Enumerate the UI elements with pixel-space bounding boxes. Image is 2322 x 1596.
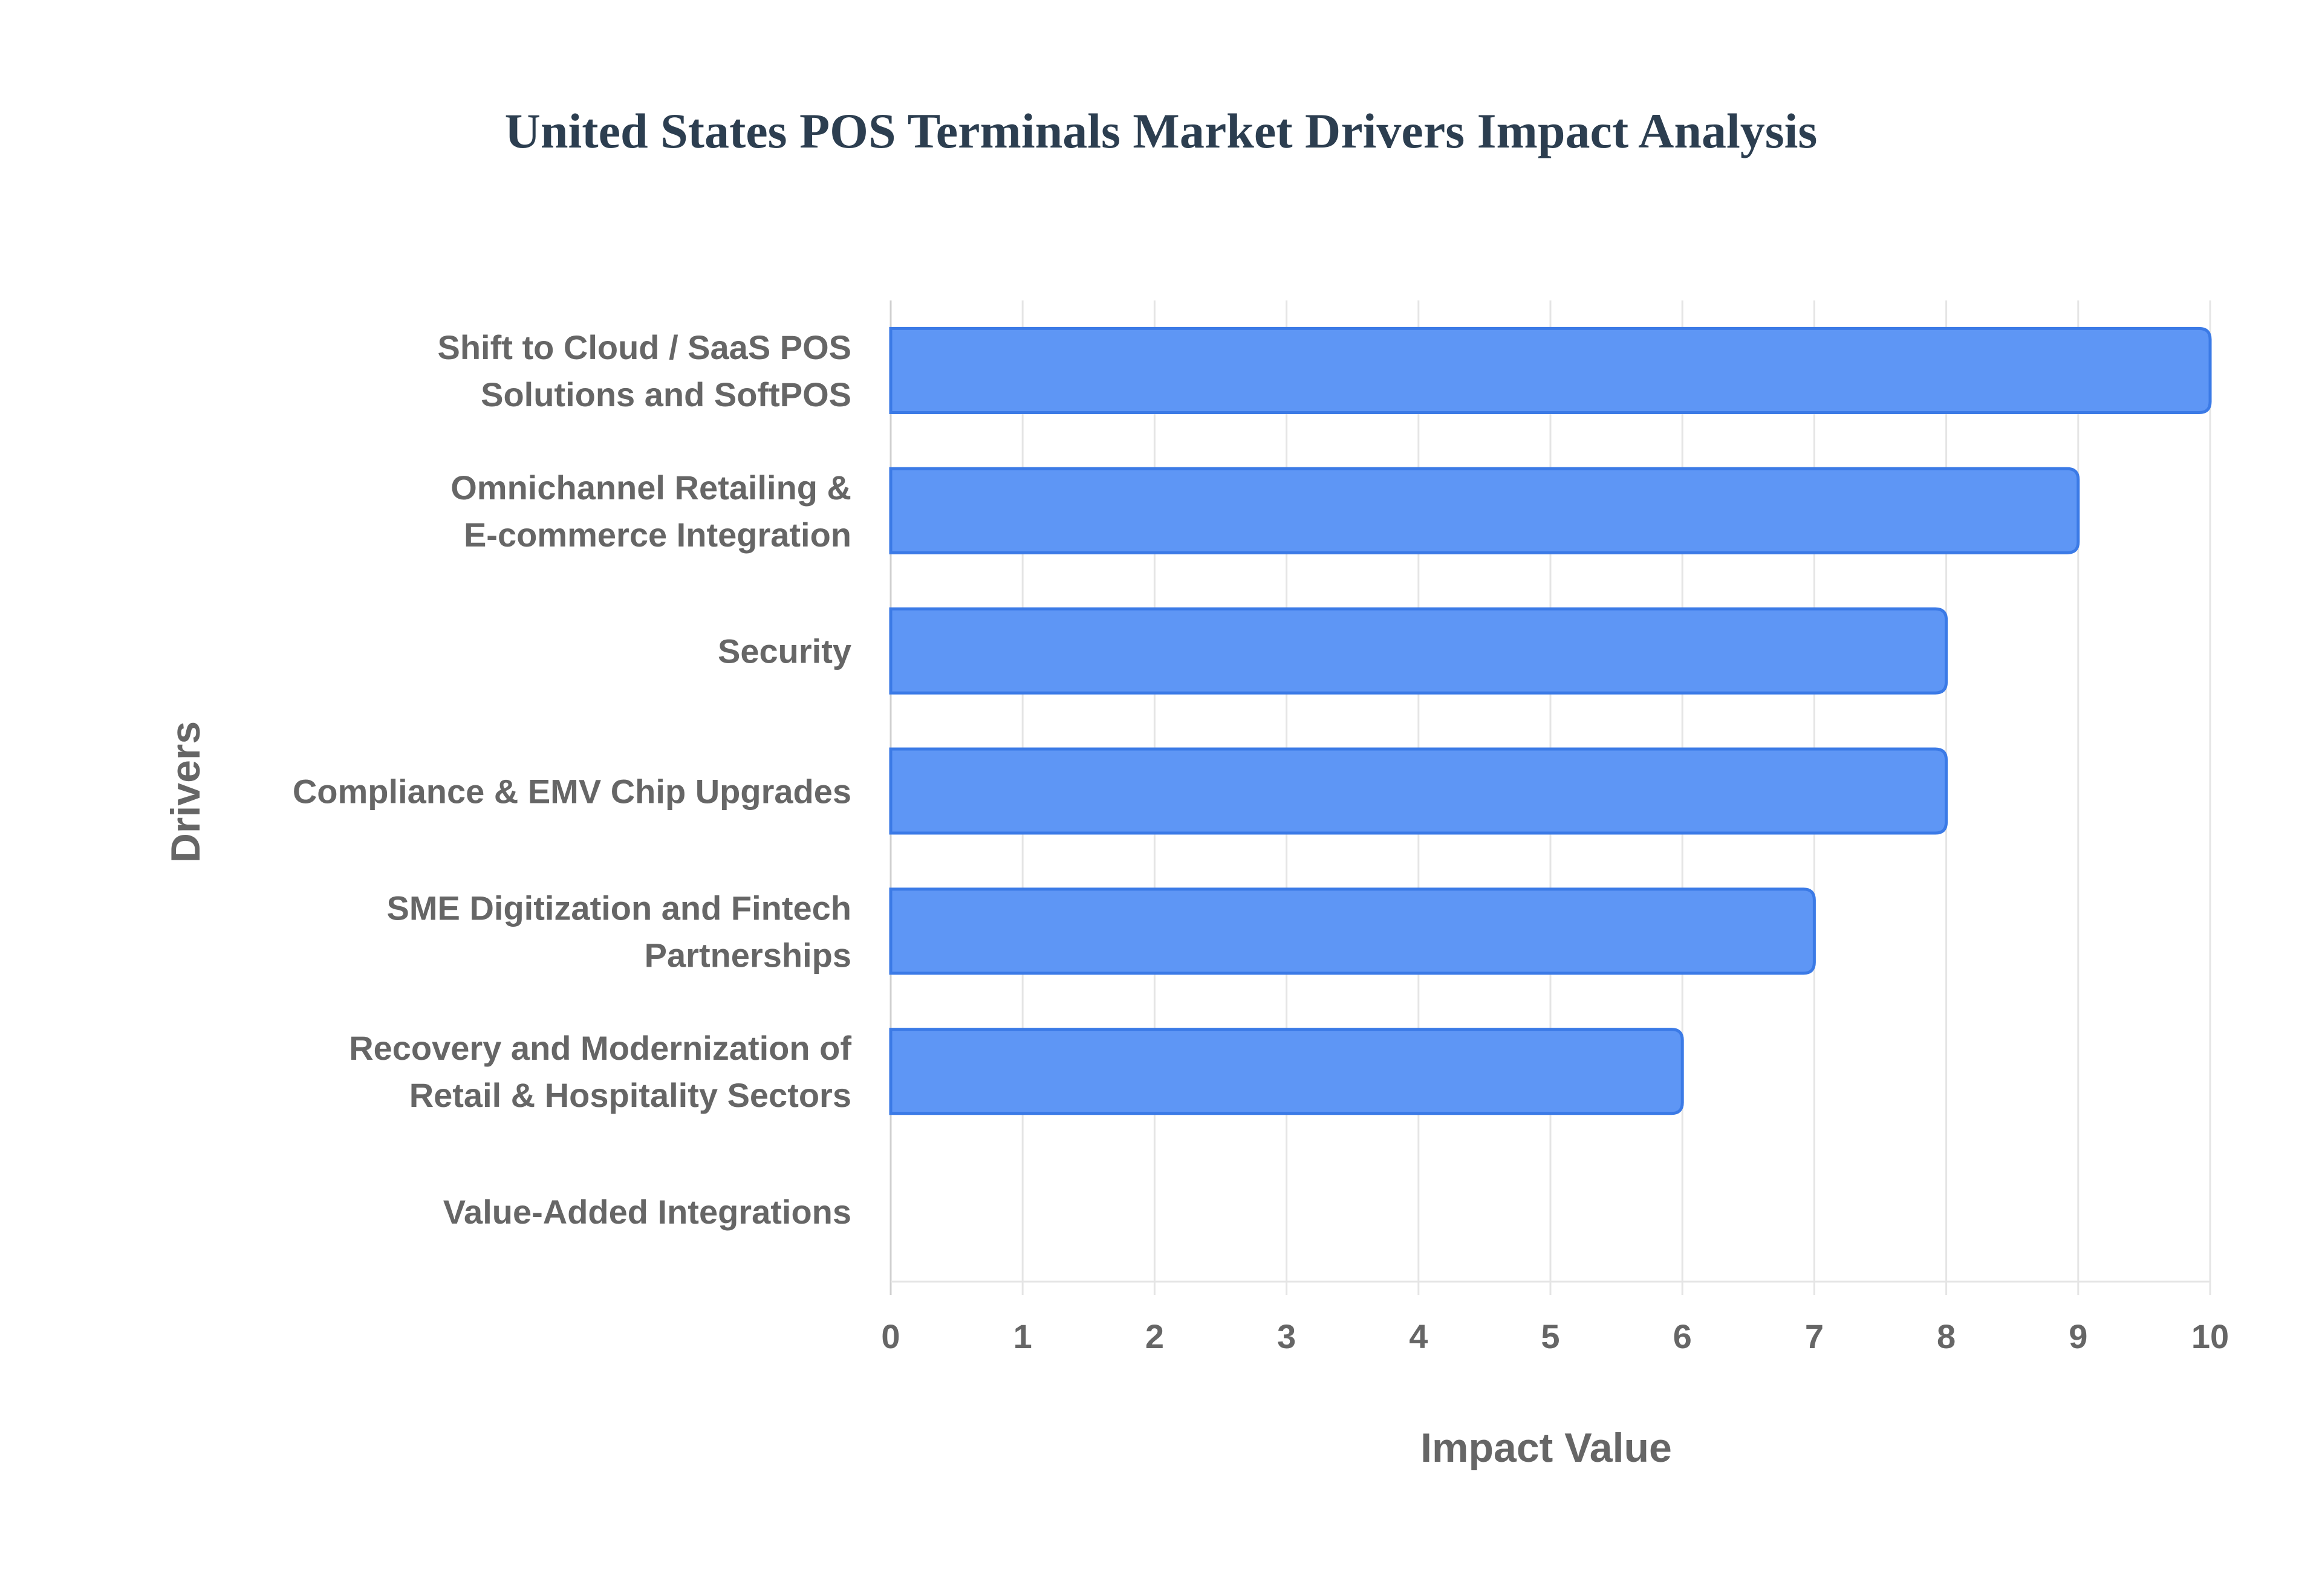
x-axis-title: Impact Value (1420, 1425, 1672, 1471)
x-tick-label: 7 (1805, 1317, 1824, 1355)
category-label: Omnichannel Retailing & E-commerce Integr… (450, 469, 851, 554)
bar (889, 887, 1816, 975)
bar (889, 467, 2080, 554)
x-tick-label: 0 (881, 1317, 900, 1355)
bars (889, 326, 2212, 1115)
x-tick-label: 3 (1277, 1317, 1296, 1355)
category-label: Security (718, 632, 851, 670)
x-tick-label: 6 (1673, 1317, 1692, 1355)
category-label: SME Digitization and Fintech Partnerships (387, 889, 851, 974)
category-label: Value-Added Integrations (443, 1193, 851, 1231)
x-tick-label: 1 (1013, 1317, 1032, 1355)
x-tick-labels: 0 1 2 3 4 5 6 7 8 9 10 (881, 1317, 2229, 1355)
bar (889, 607, 1948, 695)
category-label: Shift to Cloud / SaaS POS Solutions and S… (438, 328, 852, 414)
x-tick-label: 10 (2191, 1317, 2229, 1355)
x-tick-label: 2 (1145, 1317, 1164, 1355)
bar (889, 326, 2212, 414)
bar (889, 747, 1948, 835)
x-tick-label: 4 (1409, 1317, 1428, 1355)
y-axis-title: Drivers (163, 721, 209, 863)
category-labels: Shift to Cloud / SaaS POS Solutions and S… (293, 328, 851, 1231)
x-tick-label: 5 (1541, 1317, 1559, 1355)
x-tick-label: 8 (1937, 1317, 1956, 1355)
x-tick-label: 9 (2069, 1317, 2087, 1355)
bar (889, 1028, 1684, 1115)
category-label: Compliance & EMV Chip Upgrades (293, 773, 851, 811)
category-label: Recovery and Modernization of Retail & Ho… (349, 1029, 851, 1114)
chart-title: United States POS Terminals Market Drive… (504, 103, 1818, 158)
